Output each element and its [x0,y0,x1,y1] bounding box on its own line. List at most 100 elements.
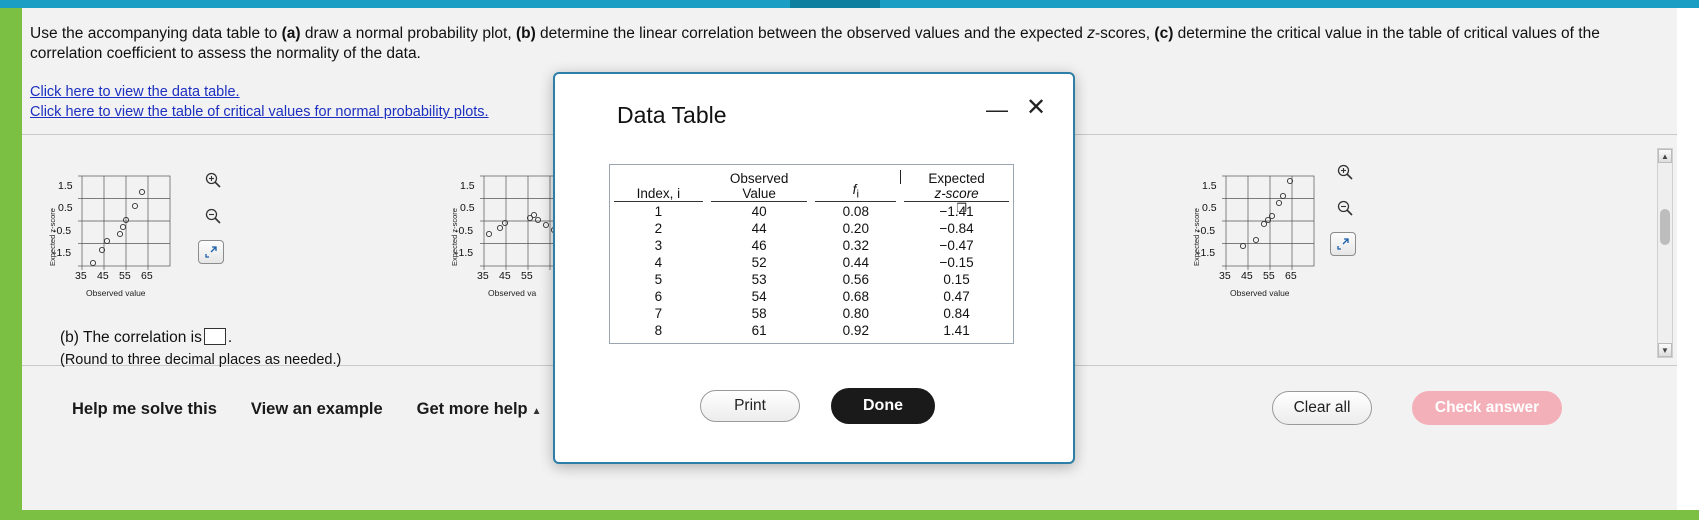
cell-observed: 53 [751,271,767,287]
table-header-row: Index, i Observed Value fi Expected z-sc… [610,165,1013,203]
round-hint: (Round to three decimal places as needed… [60,352,342,368]
cell-z: −0.47 [939,237,974,253]
plot-2-xtick-1: 35 [477,270,489,282]
normal-probability-plot-4[interactable]: Expected z-score 1.5 0.5 -0.5 -1.5 35 45… [1184,168,1364,308]
plot-2-ytick-4: -1.5 [455,247,474,259]
expand-glyph-right [1337,238,1349,250]
plot-2-ytick-2: 0.5 [460,202,475,214]
dialog-title: Data Table [617,102,727,128]
cell-f: 0.08 [842,203,869,219]
plot-1-xtick-2: 45 [97,270,109,282]
plot-2-ytick-3: -0.5 [455,225,474,237]
get-more-help-label: Get more help [416,400,528,418]
scroll-up-arrow-icon[interactable]: ▲ [1658,149,1672,163]
cell-f: 0.44 [842,254,869,270]
plot-2-ytick-1: 1.5 [460,180,475,192]
plot-4-xtick-3: 55 [1263,270,1275,282]
get-more-help[interactable]: Get more help ▲ [417,400,542,419]
data-table-dialog: Data Table — ✕ ❐ Index, i Observed Value… [553,72,1075,464]
help-row: Help me solve this View an example Get m… [72,400,542,419]
cell-observed: 61 [751,322,767,338]
th-f-sub: i [856,188,859,201]
cell-observed: 46 [751,237,767,253]
table-row: 5 53 0.56 0.15 [610,271,1013,288]
cell-observed: 52 [751,254,767,270]
plot-1-ytick-2: 0.5 [58,202,73,214]
print-button[interactable]: Print [700,390,800,422]
plot-4-xtick-4: 65 [1285,270,1297,282]
plot-1-xtick-1: 35 [75,270,87,282]
cell-f: 0.20 [842,220,869,236]
table-row: 2 44 0.20 −0.84 [610,220,1013,237]
table-body: 1 40 0.08 −1.41 2 44 0.20 −0.84 3 46 0.3… [610,203,1013,339]
help-me-solve-this[interactable]: Help me solve this [72,400,217,418]
plot-4-xtick-2: 45 [1241,270,1253,282]
scroll-thumb[interactable] [1660,209,1670,245]
part-b-answer-line: (b) The correlation is. [60,328,233,346]
th-index-label: Index, i [636,185,681,201]
chevron-up-icon: ▲ [531,406,542,417]
plot-2-xtick-3: 55 [521,270,533,282]
plot-4-ytick-2: 0.5 [1202,202,1217,214]
plot-1-ytick-1: 1.5 [58,180,73,192]
normal-probability-plot-1[interactable]: Expected z-score 1.5 0.5 -0.5 -1.5 35 45… [40,168,220,308]
expand-glyph [205,246,217,258]
zoom-in-glyph [205,172,221,188]
table-row: 3 46 0.32 −0.47 [610,237,1013,254]
expand-icon[interactable] [198,240,224,264]
plot-1-xlabel: Observed value [86,288,146,298]
plot-4-svg[interactable] [1184,168,1364,303]
copy-icon[interactable]: ❐ [956,201,967,215]
plot-2-xtick-2: 45 [499,270,511,282]
clear-all-button[interactable]: Clear all [1272,391,1372,425]
question-text: Use the accompanying data table to (a) d… [30,25,1600,63]
cell-observed: 58 [751,305,767,321]
page-scrollbar[interactable]: ▲ ▼ [1657,148,1673,358]
cell-index: 1 [654,203,663,219]
cell-f: 0.92 [842,322,869,338]
cell-z: −0.15 [939,254,974,270]
cell-z: −0.84 [939,220,974,236]
zoom-in-icon-right[interactable] [1332,160,1358,184]
close-icon[interactable]: ✕ [1025,93,1047,121]
cell-z: 0.47 [943,288,970,304]
normal-probability-plot-2[interactable]: Expected z-score 1.5 0.5 -0.5 -1.5 35 45… [442,168,622,308]
cell-index: 2 [654,220,663,236]
zoom-out-icon[interactable] [200,204,226,228]
cell-f: 0.80 [842,305,869,321]
th-observed-line2: Value [742,185,776,201]
cell-index: 3 [654,237,663,253]
th-expected-line1: Expected [928,170,985,186]
plot-4-xtick-1: 35 [1219,270,1231,282]
zoom-in-icon[interactable] [200,168,226,192]
cell-z: −1.41 [939,203,974,219]
expand-icon-right[interactable] [1330,232,1356,256]
bottom-green-strip [0,510,1699,520]
view-an-example[interactable]: View an example [250,400,383,418]
minimize-icon[interactable]: — [986,97,1008,122]
cell-observed: 54 [751,288,767,304]
th-index: Index, i [610,165,707,203]
done-button[interactable]: Done [831,388,935,424]
scroll-down-arrow-icon[interactable]: ▼ [1658,343,1672,357]
cell-z: 0.84 [943,305,970,321]
cell-z: 1.41 [943,322,970,338]
zoom-out-icon-right[interactable] [1332,196,1358,220]
data-table-container: ❐ Index, i Observed Value fi Expected [609,164,1014,344]
link-view-data-table[interactable]: Click here to view the data table. [30,84,240,100]
plot-1-svg[interactable] [40,168,220,303]
table-row: 1 40 0.08 −1.41 [610,203,1013,220]
table-row: 6 54 0.68 0.47 [610,288,1013,305]
th-observed-line1: Observed [729,170,789,186]
th-observed: Observed Value [707,165,812,203]
left-green-strip [0,8,22,520]
zoom-in-glyph-right [1337,164,1353,180]
zoom-out-glyph-right [1337,200,1353,216]
correlation-input[interactable] [203,328,226,345]
th-f-label: f [852,182,857,197]
th-expected: Expected z-score [900,165,1013,203]
link-view-critical-values[interactable]: Click here to view the table of critical… [30,104,489,120]
th-f: fi [811,165,900,203]
check-answer-button[interactable]: Check answer [1412,391,1562,425]
cell-z: 0.15 [943,271,970,287]
